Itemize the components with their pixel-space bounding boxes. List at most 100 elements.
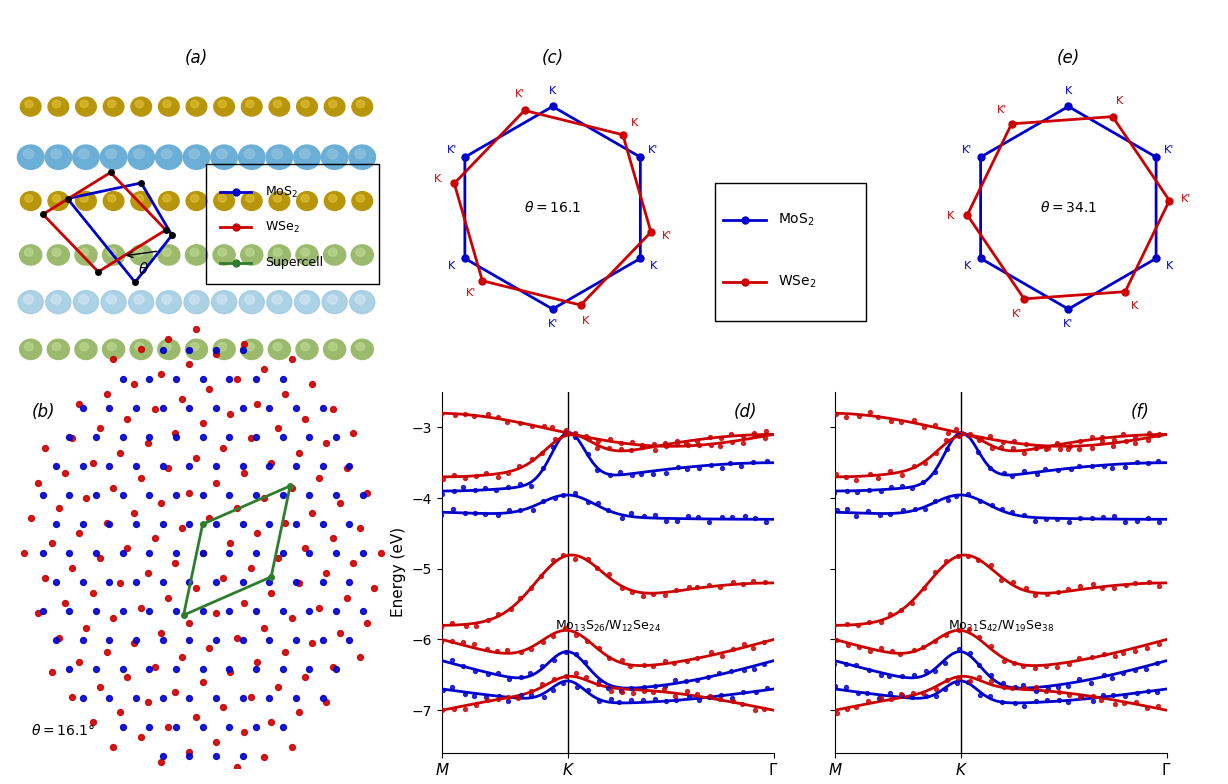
Point: [1115, 460, 1135, 473]
Circle shape: [327, 149, 338, 158]
Point: [620, 443, 640, 456]
Point: [60, 488, 80, 501]
Point: [497, 416, 517, 429]
Point: [1047, 437, 1067, 449]
Point: [486, 485, 506, 497]
Point: [1014, 446, 1034, 459]
Circle shape: [45, 291, 71, 314]
Point: [936, 434, 955, 446]
Point: [861, 467, 880, 480]
Point: [99, 401, 119, 414]
Point: [1127, 515, 1147, 528]
Point: [227, 502, 247, 514]
Point: [668, 438, 688, 451]
Point: [566, 667, 586, 680]
Circle shape: [107, 249, 117, 256]
Point: [296, 542, 316, 554]
Circle shape: [301, 194, 309, 202]
Circle shape: [324, 245, 346, 265]
Circle shape: [161, 149, 172, 158]
Circle shape: [216, 149, 227, 158]
Point: [1060, 689, 1079, 702]
Point: [634, 590, 653, 602]
Point: [72, 459, 92, 472]
Point: [1138, 512, 1158, 524]
Point: [478, 668, 497, 681]
Point: [521, 479, 540, 492]
Text: $\theta = $34.1: $\theta = $34.1: [1040, 200, 1097, 216]
Point: [214, 701, 233, 713]
Point: [949, 624, 969, 637]
Circle shape: [211, 291, 237, 314]
Point: [1070, 460, 1089, 473]
Point: [1082, 512, 1102, 524]
Text: K': K': [1164, 144, 1174, 154]
Point: [488, 667, 507, 680]
Y-axis label: Energy (eV): Energy (eV): [392, 528, 406, 617]
Point: [745, 703, 765, 716]
Circle shape: [356, 249, 365, 256]
Point: [880, 481, 900, 493]
Text: K: K: [631, 118, 639, 128]
Circle shape: [352, 97, 372, 116]
Point: [60, 546, 79, 559]
Point: [959, 429, 979, 441]
Point: [63, 561, 82, 574]
Point: [589, 674, 609, 687]
Point: [938, 426, 958, 439]
Point: [220, 546, 239, 559]
Circle shape: [131, 97, 151, 116]
Point: [28, 606, 48, 619]
Point: [646, 692, 666, 705]
Point: [152, 633, 172, 646]
Point: [655, 589, 674, 601]
Point: [193, 417, 212, 430]
Point: [151, 756, 171, 768]
Point: [609, 696, 629, 709]
Point: [478, 408, 497, 420]
Point: [103, 353, 123, 365]
Circle shape: [157, 339, 179, 359]
Point: [76, 622, 96, 634]
Point: [476, 643, 496, 655]
Point: [927, 689, 947, 702]
Point: [152, 459, 172, 472]
Point: [47, 575, 66, 588]
Circle shape: [80, 194, 88, 202]
Circle shape: [102, 339, 125, 359]
Point: [555, 622, 575, 634]
Circle shape: [158, 191, 179, 210]
Point: [993, 677, 1013, 689]
Point: [959, 428, 979, 441]
Point: [860, 406, 879, 419]
Point: [69, 397, 88, 410]
Point: [565, 431, 585, 444]
Point: [656, 466, 675, 479]
Point: [1038, 588, 1057, 601]
Circle shape: [241, 339, 263, 359]
Point: [296, 671, 316, 684]
Point: [656, 680, 675, 692]
Point: [544, 441, 564, 453]
Point: [688, 674, 707, 687]
Circle shape: [300, 295, 309, 304]
Point: [533, 636, 553, 648]
Point: [296, 412, 316, 425]
Point: [678, 439, 698, 452]
Point: [510, 478, 529, 491]
Point: [200, 771, 220, 783]
Point: [227, 631, 247, 644]
Point: [532, 660, 551, 673]
Point: [1027, 684, 1046, 697]
Point: [140, 372, 160, 385]
Point: [90, 681, 109, 694]
Text: K': K': [465, 288, 475, 298]
Point: [872, 615, 892, 628]
Point: [1025, 515, 1045, 528]
Point: [565, 487, 585, 499]
Text: $\theta = $16.1: $\theta = $16.1: [524, 200, 581, 216]
Point: [700, 431, 720, 444]
Point: [578, 684, 598, 696]
Circle shape: [48, 97, 69, 116]
Point: [623, 586, 642, 598]
